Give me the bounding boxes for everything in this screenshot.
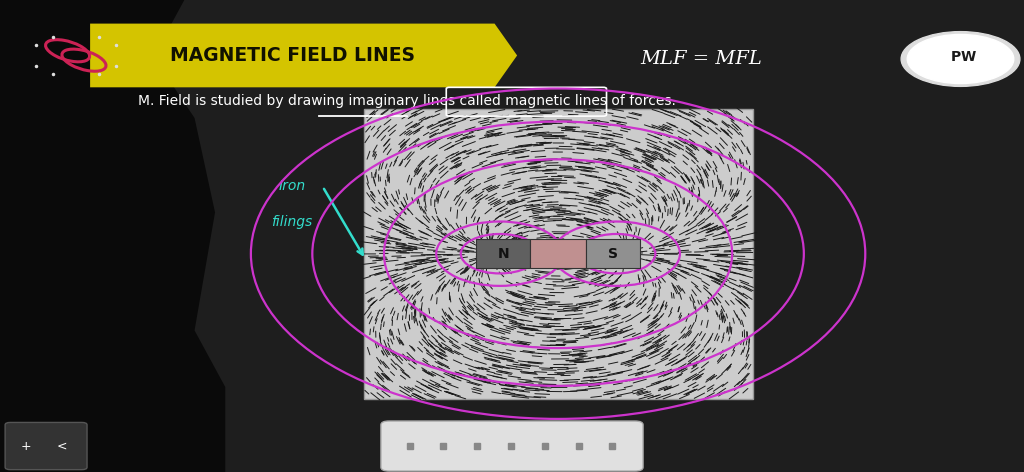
FancyBboxPatch shape bbox=[530, 239, 586, 268]
Circle shape bbox=[907, 34, 1014, 84]
FancyBboxPatch shape bbox=[5, 422, 87, 470]
FancyBboxPatch shape bbox=[364, 109, 753, 399]
Text: N: N bbox=[498, 247, 509, 261]
Text: S: S bbox=[608, 247, 617, 261]
FancyBboxPatch shape bbox=[381, 421, 643, 471]
FancyBboxPatch shape bbox=[586, 239, 640, 268]
Circle shape bbox=[901, 32, 1020, 86]
Text: Iron: Iron bbox=[279, 179, 305, 194]
Text: MAGNETIC FIELD LINES: MAGNETIC FIELD LINES bbox=[170, 46, 415, 65]
Polygon shape bbox=[90, 24, 517, 87]
Text: W: W bbox=[961, 50, 976, 64]
Text: filings: filings bbox=[271, 215, 312, 229]
Text: MLF = MFL: MLF = MFL bbox=[640, 50, 763, 68]
Text: +: + bbox=[20, 439, 31, 453]
FancyBboxPatch shape bbox=[476, 239, 530, 268]
Text: <: < bbox=[56, 439, 67, 453]
Text: M. Field is studied by drawing imaginary lines called magnetic lines of forces.: M. Field is studied by drawing imaginary… bbox=[138, 94, 676, 109]
Polygon shape bbox=[0, 0, 225, 472]
Text: P: P bbox=[950, 50, 961, 64]
